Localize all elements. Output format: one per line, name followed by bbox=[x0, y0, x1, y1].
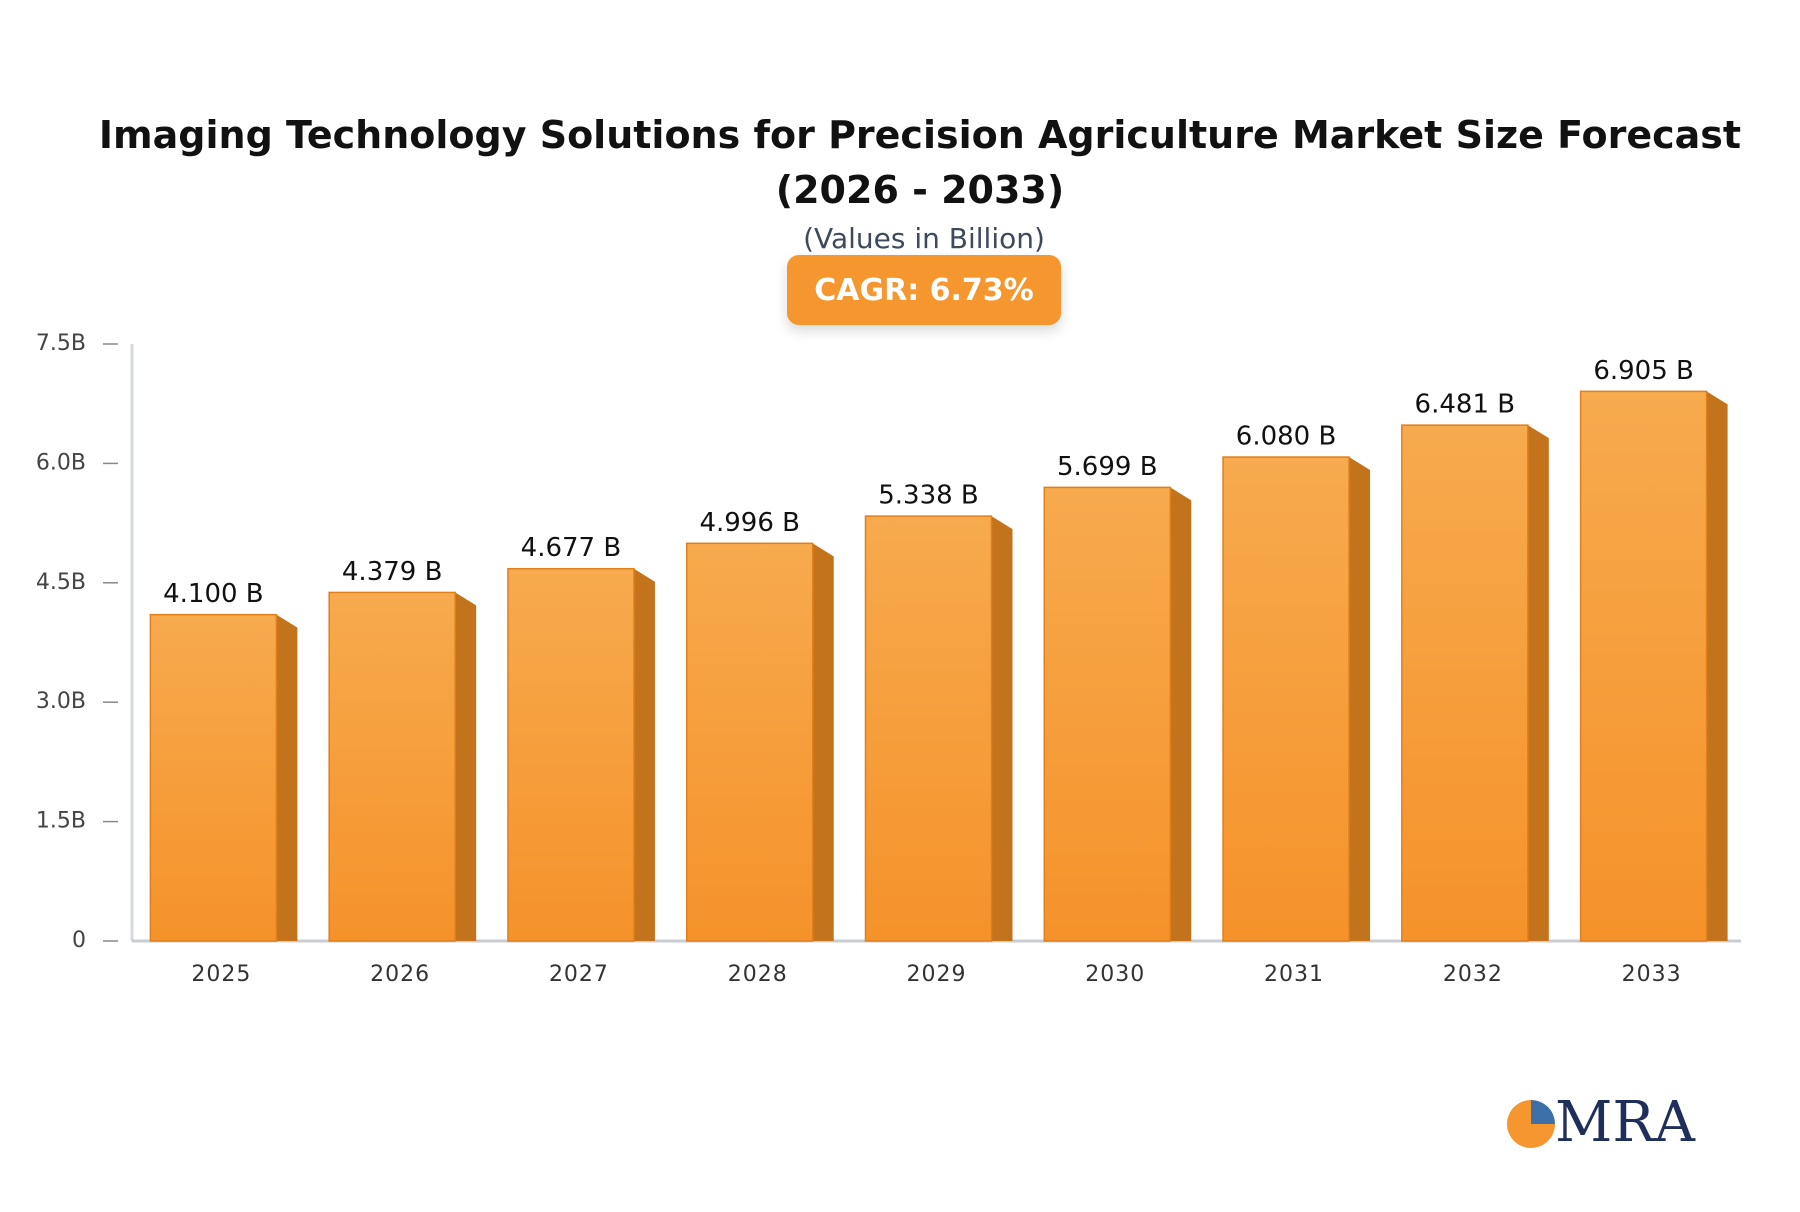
bar bbox=[1222, 456, 1350, 942]
value-label: 4.677 B bbox=[521, 533, 622, 563]
bar bbox=[864, 515, 993, 942]
bar-side bbox=[1527, 425, 1549, 941]
bar-side bbox=[455, 592, 477, 941]
y-tick-label: 3.0B bbox=[36, 689, 86, 714]
bar-side bbox=[1706, 391, 1728, 941]
x-tick-label: 2029 bbox=[907, 962, 967, 987]
x-tick-label: 2033 bbox=[1622, 962, 1682, 987]
cagr-badge: CAGR: 6.73% bbox=[787, 255, 1061, 325]
bar bbox=[1579, 390, 1708, 942]
y-tick-label: 4.5B bbox=[36, 570, 86, 595]
value-label: 4.996 B bbox=[699, 508, 800, 538]
bar-side bbox=[812, 543, 834, 941]
value-label: 5.338 B bbox=[878, 481, 979, 511]
x-tick-label: 2030 bbox=[1085, 962, 1145, 987]
bar-side bbox=[1349, 457, 1371, 941]
x-tick-label: 2031 bbox=[1264, 962, 1324, 987]
x-tick-label: 2026 bbox=[370, 962, 430, 987]
chart-subtitle: (Values in Billion) bbox=[803, 222, 1045, 255]
bar bbox=[149, 613, 278, 942]
x-tick-label: 2032 bbox=[1443, 962, 1503, 987]
logo: MRA bbox=[1555, 1090, 1695, 1155]
logo-icon bbox=[1507, 1100, 1555, 1148]
value-label: 4.100 B bbox=[163, 579, 264, 609]
y-tick-label: 1.5B bbox=[36, 809, 86, 834]
value-label: 4.379 B bbox=[342, 557, 443, 587]
value-label: 5.699 B bbox=[1057, 452, 1158, 482]
chart-title: Imaging Technology Solutions for Precisi… bbox=[98, 113, 1742, 212]
value-label: 6.481 B bbox=[1415, 390, 1516, 420]
x-tick-label: 2028 bbox=[728, 962, 788, 987]
bar bbox=[1401, 424, 1529, 942]
bar-side bbox=[991, 516, 1013, 941]
bar bbox=[1043, 486, 1172, 942]
bar-side bbox=[633, 568, 655, 941]
bar bbox=[328, 591, 456, 942]
bar-side bbox=[1170, 487, 1192, 941]
y-tick-label: 7.5B bbox=[36, 331, 86, 356]
y-tick-label: 0 bbox=[72, 928, 86, 953]
x-tick-label: 2025 bbox=[191, 962, 251, 987]
x-tick-label: 2027 bbox=[549, 962, 609, 987]
y-tick-label: 6.0B bbox=[36, 450, 86, 475]
bar bbox=[685, 542, 814, 942]
value-label: 6.080 B bbox=[1236, 422, 1337, 452]
bar-side bbox=[276, 614, 298, 941]
bar bbox=[507, 567, 635, 942]
value-label: 6.905 B bbox=[1593, 356, 1694, 386]
